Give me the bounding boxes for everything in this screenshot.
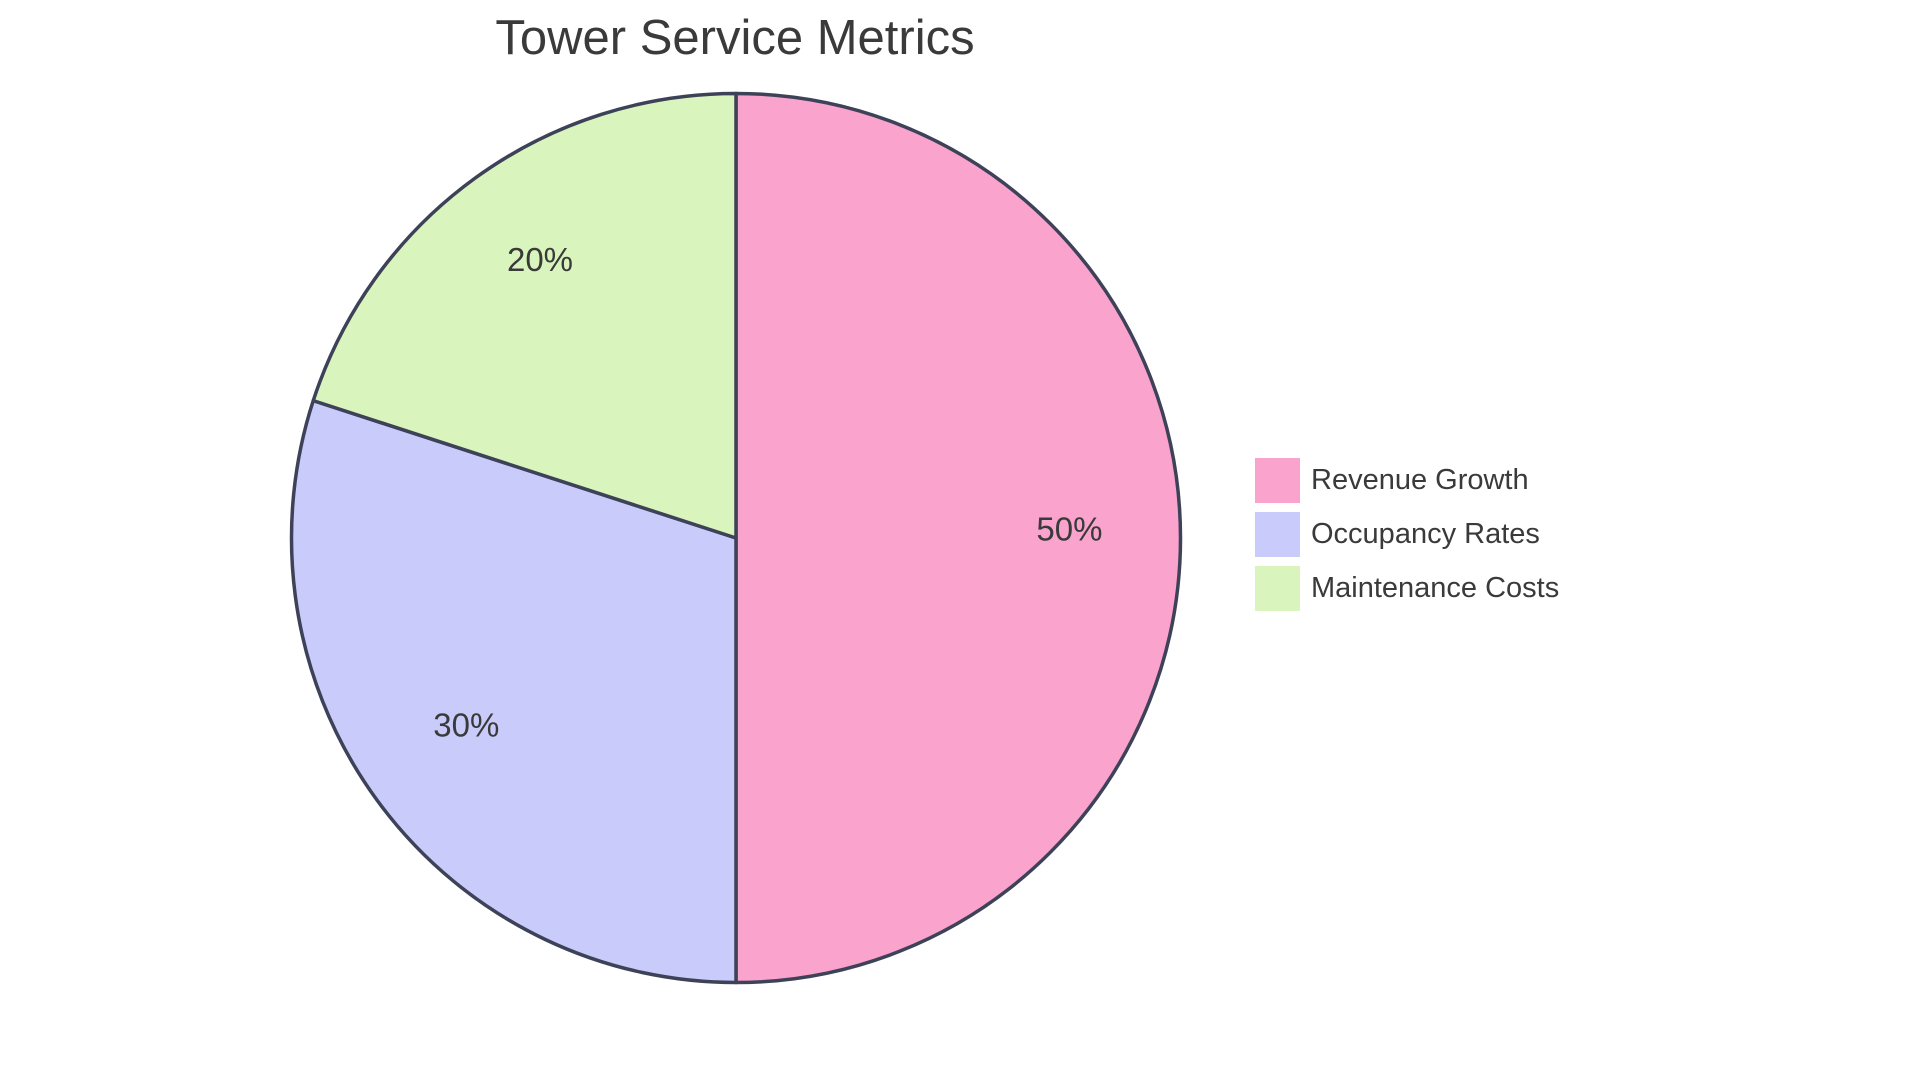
slice-percent-label-revenue-growth: 50% xyxy=(1036,511,1102,548)
legend-item-maintenance-costs: Maintenance Costs xyxy=(1255,566,1559,611)
legend: Revenue Growth Occupancy Rates Maintenance… xyxy=(1255,458,1559,611)
legend-swatch-revenue-growth xyxy=(1255,458,1300,503)
pie-slice-maintenance-costs xyxy=(311,91,738,540)
legend-swatch-maintenance-costs xyxy=(1255,566,1300,611)
pie-slice-revenue-growth xyxy=(734,91,1183,985)
legend-label-maintenance-costs: Maintenance Costs xyxy=(1311,572,1560,604)
legend-item-occupancy-rates: Occupancy Rates xyxy=(1255,512,1559,557)
legend-swatch-occupancy-rates xyxy=(1255,512,1300,557)
pie-slice-occupancy-rates xyxy=(289,398,738,985)
legend-label-revenue-growth: Revenue Growth xyxy=(1311,464,1529,496)
slice-percent-label-occupancy-rates: 30% xyxy=(433,707,499,744)
chart-title: Tower Service Metrics xyxy=(495,11,975,65)
slice-percent-label-maintenance-costs: 20% xyxy=(507,241,573,278)
legend-label-occupancy-rates: Occupancy Rates xyxy=(1311,518,1540,550)
legend-item-revenue-growth: Revenue Growth xyxy=(1255,458,1559,503)
